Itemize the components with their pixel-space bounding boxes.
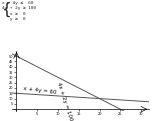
Text: x + 4y = 60: x + 4y = 60 <box>23 86 56 95</box>
Text: x + 4y ≤  60
4x + 2y ≥ 100
   x ≥  0
   y ≥  0: x + 4y ≤ 60 4x + 2y ≥ 100 x ≥ 0 y ≥ 0 <box>2 1 36 21</box>
Text: {: { <box>1 2 10 17</box>
Text: 4x + 2y = 100: 4x + 2y = 100 <box>56 81 73 121</box>
